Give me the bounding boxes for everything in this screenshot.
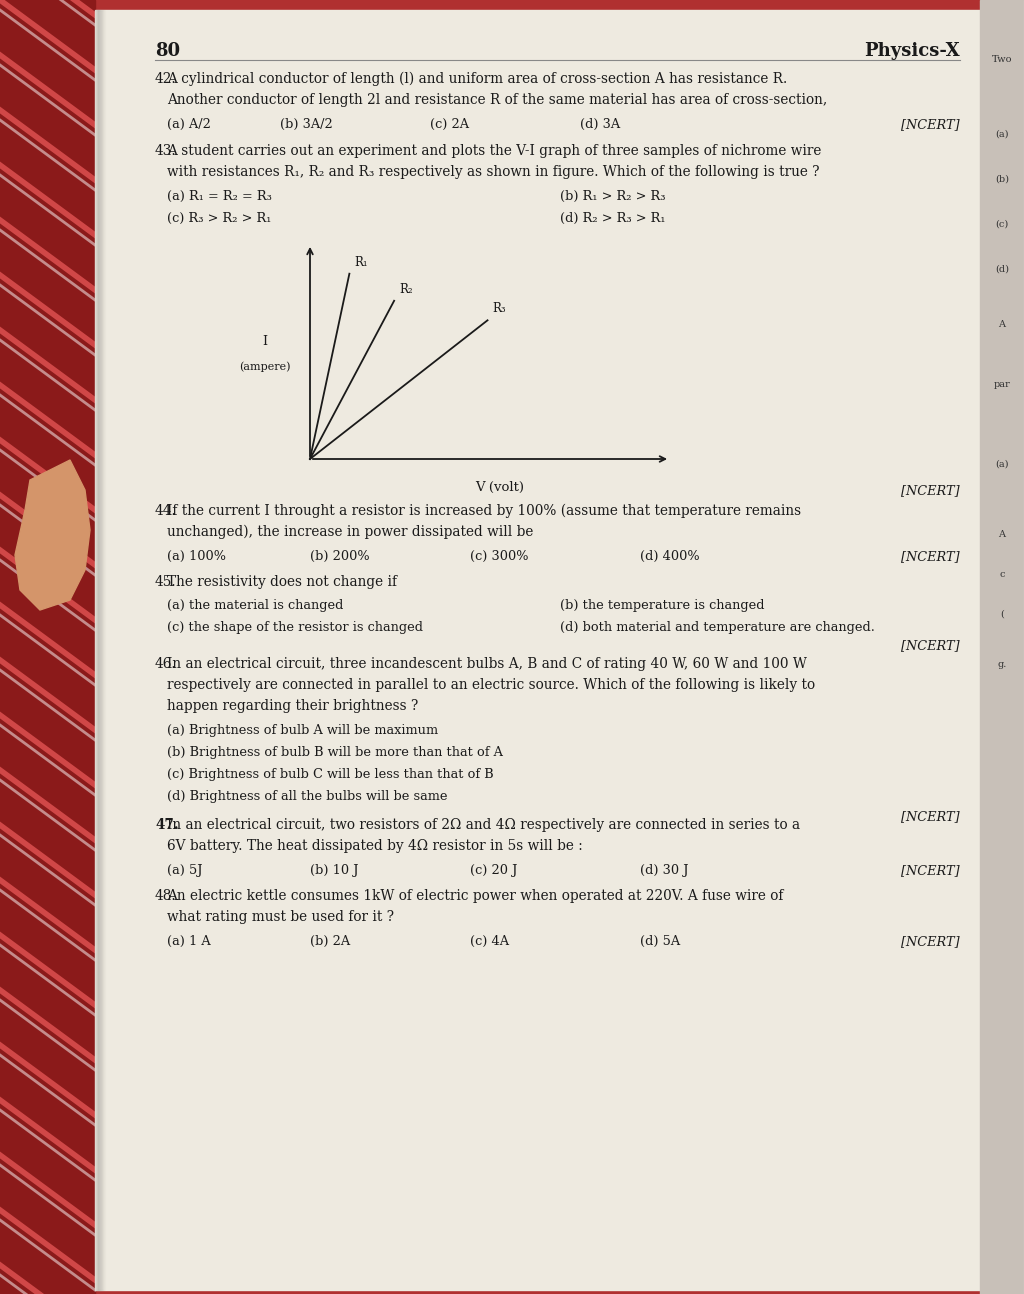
- Text: 42.: 42.: [155, 72, 176, 85]
- Text: [NCERT]: [NCERT]: [901, 550, 961, 563]
- Text: (c): (c): [995, 220, 1009, 229]
- Text: (b): (b): [995, 175, 1009, 184]
- Text: (a) 1 A: (a) 1 A: [167, 936, 211, 949]
- Text: g.: g.: [997, 660, 1007, 669]
- Bar: [99, 10, 102, 1290]
- Text: R₁: R₁: [354, 256, 368, 269]
- Text: [NCERT]: [NCERT]: [901, 639, 961, 652]
- Text: (c) Brightness of bulb C will be less than that of B: (c) Brightness of bulb C will be less th…: [167, 769, 494, 782]
- Bar: [97, 10, 100, 1290]
- Bar: [102, 10, 105, 1290]
- Text: (b) 2A: (b) 2A: [310, 936, 350, 949]
- Text: Another conductor of length 2l and resistance R of the same material has area of: Another conductor of length 2l and resis…: [167, 93, 827, 107]
- Text: respectively are connected in parallel to an electric source. Which of the follo: respectively are connected in parallel t…: [167, 678, 815, 692]
- Text: 43.: 43.: [155, 144, 176, 158]
- Text: V (volt): V (volt): [475, 481, 524, 494]
- Text: (d) 400%: (d) 400%: [640, 550, 699, 563]
- Text: [NCERT]: [NCERT]: [901, 484, 961, 497]
- Text: 80: 80: [155, 41, 180, 60]
- Text: (b) Brightness of bulb B will be more than that of A: (b) Brightness of bulb B will be more th…: [167, 747, 503, 760]
- Text: (a) A/2: (a) A/2: [167, 118, 211, 131]
- Text: (b) 200%: (b) 200%: [310, 550, 370, 563]
- Text: (c) 20 J: (c) 20 J: [470, 864, 517, 877]
- Text: happen regarding their brightness ?: happen regarding their brightness ?: [167, 699, 418, 713]
- Text: (a) R₁ = R₂ = R₃: (a) R₁ = R₂ = R₃: [167, 190, 272, 203]
- Bar: [101, 10, 104, 1290]
- Text: A student carries out an experiment and plots the V-I graph of three samples of : A student carries out an experiment and …: [167, 144, 821, 158]
- Text: In an electrical circuit, three incandescent bulbs A, B and C of rating 40 W, 60: In an electrical circuit, three incandes…: [167, 657, 807, 672]
- Text: An electric kettle consumes 1kW of electric power when operated at 220V. A fuse : An electric kettle consumes 1kW of elect…: [167, 889, 783, 903]
- Text: [NCERT]: [NCERT]: [901, 864, 961, 877]
- Text: (b) 10 J: (b) 10 J: [310, 864, 358, 877]
- Text: (a) 5J: (a) 5J: [167, 864, 203, 877]
- Text: (d) both material and temperature are changed.: (d) both material and temperature are ch…: [560, 621, 874, 634]
- Text: (a) 100%: (a) 100%: [167, 550, 226, 563]
- Bar: [980, 0, 1024, 1294]
- Text: R₂: R₂: [399, 283, 413, 296]
- Text: (a) the material is changed: (a) the material is changed: [167, 599, 343, 612]
- Bar: [95, 10, 98, 1290]
- Bar: [0, 0, 95, 1294]
- Text: unchanged), the increase in power dissipated will be: unchanged), the increase in power dissip…: [167, 525, 534, 540]
- Text: The resistivity does not change if: The resistivity does not change if: [167, 575, 397, 589]
- Text: In an electrical circuit, two resistors of 2Ω and 4Ω respectively are connected : In an electrical circuit, two resistors …: [167, 818, 800, 832]
- Bar: [98, 10, 101, 1290]
- Text: what rating must be used for it ?: what rating must be used for it ?: [167, 910, 394, 924]
- Text: (b) 3A/2: (b) 3A/2: [280, 118, 333, 131]
- Text: [NCERT]: [NCERT]: [901, 118, 961, 131]
- Text: 46.: 46.: [155, 657, 176, 672]
- Text: If the current I throught a resistor is increased by 100% (assume that temperatu: If the current I throught a resistor is …: [167, 503, 801, 519]
- Text: Two: Two: [992, 56, 1013, 63]
- Text: (d) Brightness of all the bulbs will be same: (d) Brightness of all the bulbs will be …: [167, 791, 447, 804]
- Text: A: A: [998, 320, 1006, 329]
- Text: (d) 30 J: (d) 30 J: [640, 864, 688, 877]
- Bar: [100, 10, 103, 1290]
- Text: (ampere): (ampere): [240, 361, 291, 371]
- Text: (d) 5A: (d) 5A: [640, 936, 680, 949]
- Polygon shape: [15, 459, 90, 609]
- Text: R₃: R₃: [493, 303, 506, 316]
- Text: with resistances R₁, R₂ and R₃ respectively as shown in figure. Which of the fol: with resistances R₁, R₂ and R₃ respectiv…: [167, 166, 819, 179]
- Bar: [96, 10, 99, 1290]
- Text: (a): (a): [995, 129, 1009, 138]
- Text: (c) 4A: (c) 4A: [470, 936, 509, 949]
- Text: 44.: 44.: [155, 503, 177, 518]
- Text: (c) R₃ > R₂ > R₁: (c) R₃ > R₂ > R₁: [167, 212, 271, 225]
- Text: (d): (d): [995, 265, 1009, 274]
- Text: [NCERT]: [NCERT]: [901, 936, 961, 949]
- Text: 6V battery. The heat dissipated by 4Ω resistor in 5s will be :: 6V battery. The heat dissipated by 4Ω re…: [167, 839, 583, 853]
- Text: (a) Brightness of bulb A will be maximum: (a) Brightness of bulb A will be maximum: [167, 725, 438, 738]
- Text: A: A: [998, 531, 1006, 540]
- Text: (d) R₂ > R₃ > R₁: (d) R₂ > R₃ > R₁: [560, 212, 666, 225]
- Text: (: (: [1000, 609, 1004, 619]
- Text: c: c: [999, 569, 1005, 578]
- Text: (a): (a): [995, 459, 1009, 468]
- Text: A cylindrical conductor of length (l) and uniform area of cross-section A has re: A cylindrical conductor of length (l) an…: [167, 72, 787, 87]
- Text: (d) 3A: (d) 3A: [580, 118, 621, 131]
- Text: (b) the temperature is changed: (b) the temperature is changed: [560, 599, 765, 612]
- Bar: [95, 10, 980, 1290]
- Text: 48.: 48.: [155, 889, 176, 903]
- Text: (b) R₁ > R₂ > R₃: (b) R₁ > R₂ > R₃: [560, 190, 666, 203]
- Text: (c) the shape of the resistor is changed: (c) the shape of the resistor is changed: [167, 621, 423, 634]
- Text: 45.: 45.: [155, 575, 176, 589]
- Text: 47.: 47.: [155, 818, 178, 832]
- Text: (c) 2A: (c) 2A: [430, 118, 469, 131]
- Text: [NCERT]: [NCERT]: [901, 810, 961, 823]
- Text: (c) 300%: (c) 300%: [470, 550, 528, 563]
- Text: I: I: [262, 335, 267, 348]
- Text: Physics-X: Physics-X: [864, 41, 961, 60]
- Text: par: par: [993, 380, 1011, 389]
